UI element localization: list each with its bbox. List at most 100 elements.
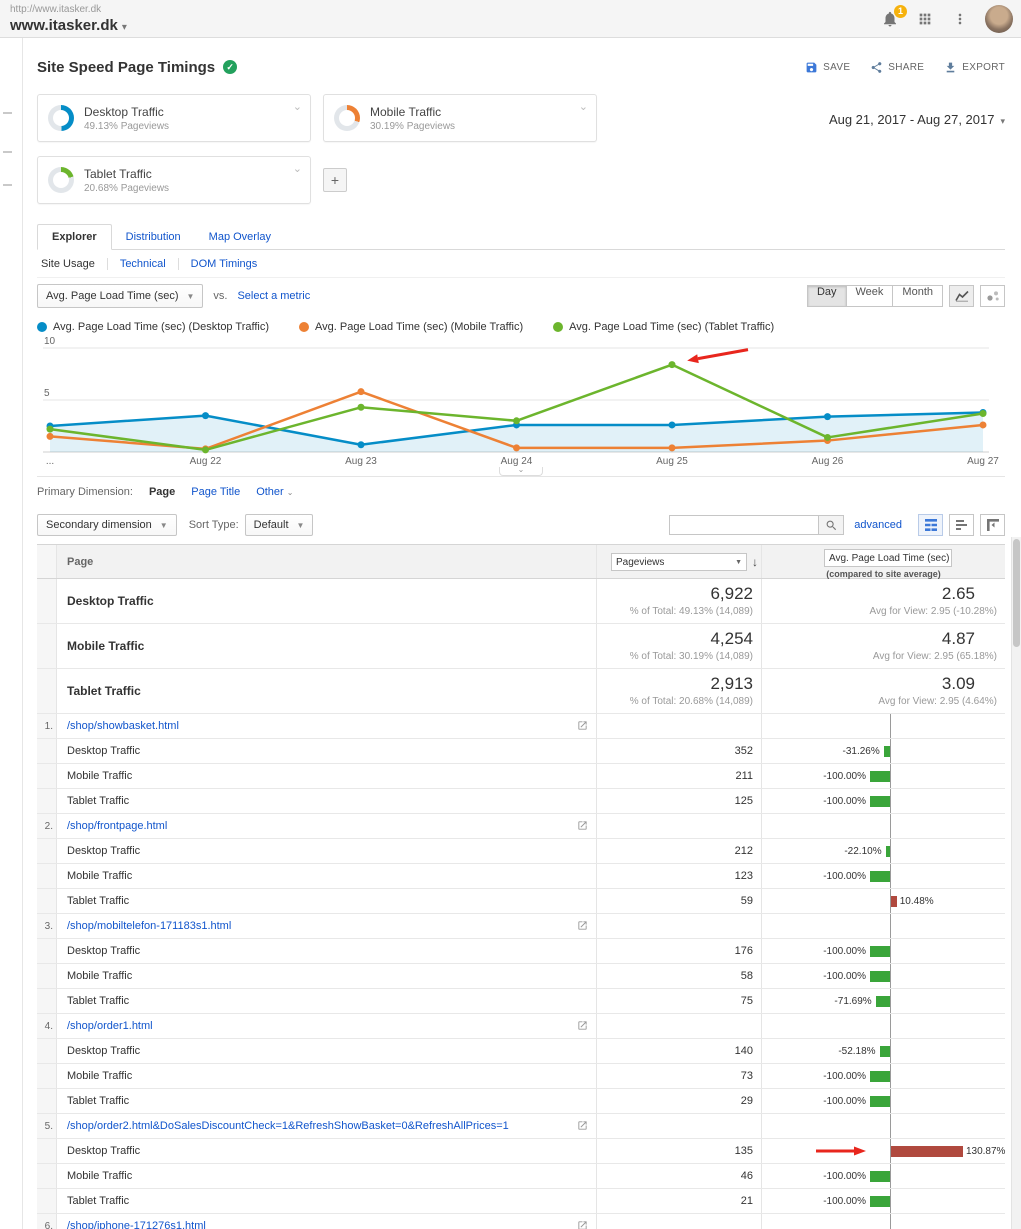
open-in-new-icon[interactable]	[577, 1020, 588, 1034]
date-range-selector[interactable]: Aug 21, 2017 - Aug 27, 2017 ▾	[829, 112, 1005, 127]
line-chart-view-button[interactable]	[949, 285, 974, 307]
granularity-day[interactable]: Day	[806, 285, 847, 307]
legend-item-avg-page-load-time-sec-tablet-traffic[interactable]: Avg. Page Load Time (sec) (Tablet Traffi…	[553, 321, 774, 333]
report-tabs: Explorer Distribution Map Overlay	[37, 220, 1005, 250]
row-number: 6.	[37, 1214, 57, 1229]
donut-hole	[53, 110, 69, 126]
page-link[interactable]: /shop/frontpage.html	[67, 820, 168, 832]
pageviews-cell: 135	[597, 1139, 762, 1163]
open-in-new-icon[interactable]	[577, 1220, 588, 1229]
data-view-button[interactable]	[918, 514, 943, 536]
metric-total: 4.87	[941, 629, 975, 648]
table-search-input[interactable]	[669, 515, 820, 535]
granularity-week[interactable]: Week	[845, 285, 894, 307]
open-in-new-icon[interactable]	[577, 720, 588, 734]
tab-map-overlay[interactable]: Map Overlay	[208, 231, 272, 243]
collapsed-nav-marker	[3, 184, 12, 186]
dimension-option-other[interactable]: Other ⌄	[256, 485, 294, 498]
open-in-new-icon[interactable]	[577, 920, 588, 934]
change-bar	[870, 946, 890, 957]
segment-label: Tablet Traffic	[67, 995, 130, 1007]
change-value: 10.48%	[899, 896, 934, 907]
page-link[interactable]: /shop/order2.html&DoSalesDiscountCheck=1…	[67, 1120, 509, 1132]
page-pageviews-cell	[597, 914, 762, 938]
segment-donut-icon	[48, 105, 74, 131]
metric-bar-cell: -22.10%	[762, 839, 1005, 863]
segment-card-desktop-traffic[interactable]: Desktop Traffic 49.13% Pageviews ⌄	[37, 94, 311, 142]
dimension-option-page-title[interactable]: Page Title	[191, 485, 241, 498]
segment-label: Desktop Traffic	[67, 745, 141, 757]
trend-chart: 5 10... Aug 22 Aug 23 Aug 24 Aug 25 Aug 26 Aug …	[43, 336, 999, 467]
scrollbar-thumb[interactable]	[1013, 539, 1020, 647]
secondary-dimension-label: Secondary dimension	[46, 519, 152, 531]
property-selector[interactable]: www.itasker.dk ▾	[10, 17, 127, 34]
axis-line	[890, 964, 891, 988]
share-button[interactable]: SHARE	[870, 61, 924, 74]
axis-line	[890, 739, 891, 763]
more-vert-icon[interactable]	[950, 9, 970, 29]
add-segment-button[interactable]: +	[323, 168, 347, 192]
pivot-view-button[interactable]	[980, 514, 1005, 536]
chevron-down-icon: ▾	[121, 22, 127, 33]
page-cell: /shop/showbasket.html	[57, 714, 597, 738]
notifications-bell-icon[interactable]: 1	[880, 5, 907, 29]
metric-column-selector[interactable]: Avg. Page Load Time (sec) ▼	[824, 549, 952, 567]
comparison-view-button[interactable]	[949, 514, 974, 536]
metric-bar-cell: -31.26%	[762, 739, 1005, 763]
page-link[interactable]: /shop/mobiltelefon-171183s1.html	[67, 920, 232, 932]
segment-card-mobile-traffic[interactable]: Mobile Traffic 30.19% Pageviews ⌄	[323, 94, 597, 142]
row-number: 2.	[37, 814, 57, 838]
page-link[interactable]: /shop/order1.html	[67, 1020, 153, 1032]
motion-chart-view-button[interactable]	[980, 285, 1005, 307]
axis-line	[890, 814, 891, 838]
chevron-down-icon[interactable]: ⌄	[292, 163, 302, 175]
axis-line	[890, 1014, 891, 1038]
subtab-technical[interactable]: Technical	[108, 257, 179, 270]
sort-type-dropdown[interactable]: Default ▼	[244, 514, 314, 536]
apps-grid-icon[interactable]	[915, 9, 935, 29]
chart-area: 5 10... Aug 22 Aug 23 Aug 24 Aug 25 Aug 26 Aug …	[37, 336, 1005, 476]
save-button[interactable]: SAVE	[805, 61, 850, 74]
chevron-down-icon[interactable]: ⌄	[578, 101, 588, 113]
user-avatar[interactable]	[985, 5, 1013, 33]
chevron-down-icon[interactable]: ⌄	[292, 101, 302, 113]
segment-label: Desktop Traffic	[67, 1045, 141, 1057]
open-in-new-icon[interactable]	[577, 1120, 588, 1134]
open-in-new-icon[interactable]	[577, 820, 588, 834]
summary-row-desktop-traffic: Desktop Traffic 6,922 % of Total: 49.13% (…	[37, 579, 1005, 624]
subtab-dom-timings[interactable]: DOM Timings	[190, 257, 258, 270]
advanced-search-link[interactable]: advanced	[854, 519, 902, 531]
topbar: http://www.itasker.dk www.itasker.dk ▾ 1	[0, 0, 1021, 38]
secondary-dimension-button[interactable]: Secondary dimension ▼	[37, 514, 177, 536]
export-button[interactable]: EXPORT	[944, 61, 1005, 74]
metric-dropdown-label: Avg. Page Load Time (sec)	[46, 290, 179, 302]
pageviews-total-sub: % of Total: 49.13% (14,089)	[629, 606, 753, 617]
change-bar	[870, 871, 890, 882]
page-link[interactable]: /shop/showbasket.html	[67, 720, 179, 732]
chart-expander-button[interactable]: ⌄	[499, 466, 543, 476]
sort-descending-icon[interactable]: ↓	[752, 555, 758, 569]
pageviews-column-selector[interactable]: Pageviews ▼	[611, 553, 747, 571]
pageviews-cell: 140	[597, 1039, 762, 1063]
metric-dropdown[interactable]: Avg. Page Load Time (sec) ▼	[37, 284, 204, 308]
report-actions: SAVE SHARE EXPORT	[805, 61, 1005, 74]
pageviews-cell: 46	[597, 1164, 762, 1188]
tab-distribution[interactable]: Distribution	[125, 231, 181, 243]
metric-bar-cell: -100.00%	[762, 864, 1005, 888]
legend-item-avg-page-load-time-sec-desktop-traffic[interactable]: Avg. Page Load Time (sec) (Desktop Traff…	[37, 321, 269, 333]
granularity-month[interactable]: Month	[892, 285, 943, 307]
axis-line	[890, 1064, 891, 1088]
dimension-option-page[interactable]: Page	[148, 485, 176, 498]
metric-bar-cell: -100.00%	[762, 764, 1005, 788]
pageviews-total-sub: % of Total: 20.68% (14,089)	[629, 696, 753, 707]
segment-card-tablet-traffic[interactable]: Tablet Traffic 20.68% Pageviews ⌄	[37, 156, 311, 204]
select-metric-link[interactable]: Select a metric	[237, 290, 311, 302]
subtab-site-usage[interactable]: Site Usage	[37, 257, 108, 270]
change-bar	[870, 1071, 890, 1082]
page-row: 1. /shop/showbasket.html	[37, 714, 1005, 739]
page-link[interactable]: /shop/iphone-171276s1.html	[67, 1220, 206, 1229]
legend-item-avg-page-load-time-sec-mobile-traffic[interactable]: Avg. Page Load Time (sec) (Mobile Traffi…	[299, 321, 523, 333]
search-button[interactable]	[819, 515, 845, 535]
tab-explorer[interactable]: Explorer	[37, 224, 112, 250]
segment-subtitle: 30.19% Pageviews	[370, 120, 456, 132]
